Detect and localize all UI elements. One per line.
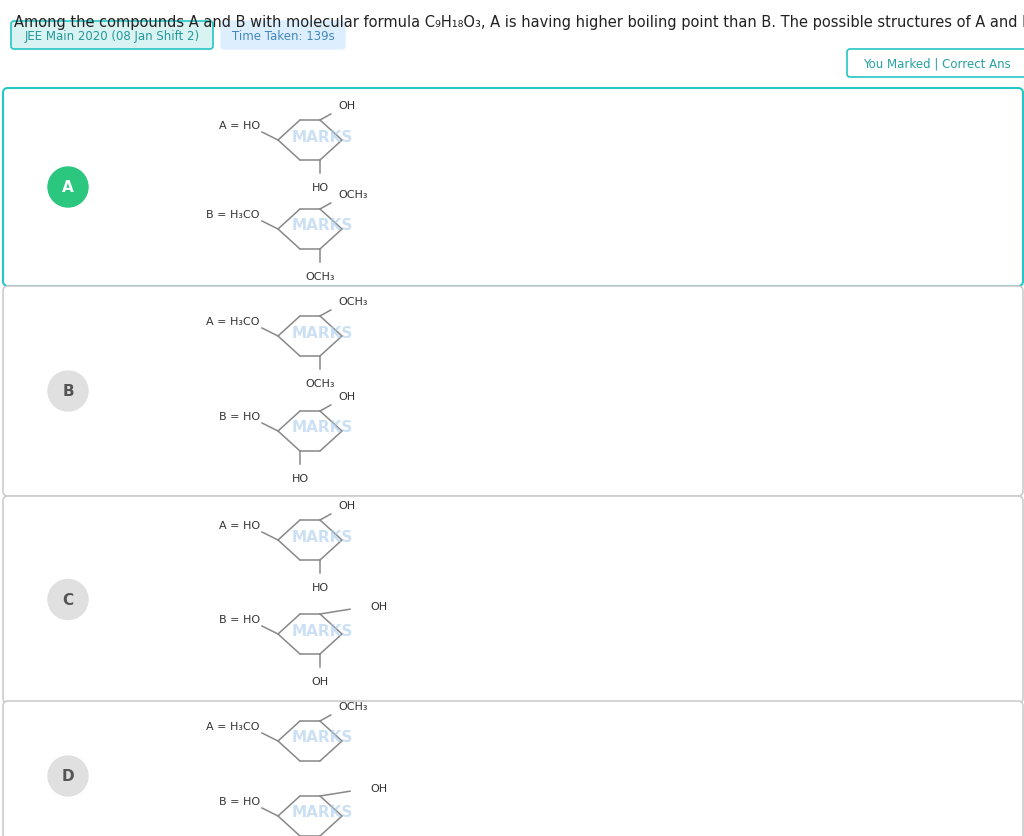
Text: OH: OH [338, 101, 355, 111]
Text: MARKS: MARKS [291, 730, 352, 745]
Text: You Marked | Correct Ans: You Marked | Correct Ans [863, 58, 1011, 70]
FancyBboxPatch shape [221, 22, 345, 50]
Text: MARKS: MARKS [291, 218, 352, 233]
Text: HO: HO [292, 473, 308, 483]
Text: OH: OH [311, 676, 329, 686]
FancyBboxPatch shape [3, 497, 1023, 703]
FancyBboxPatch shape [847, 50, 1024, 78]
Text: OCH₃: OCH₃ [338, 190, 368, 200]
Text: A = HO: A = HO [219, 520, 260, 530]
Text: B = HO: B = HO [219, 796, 260, 806]
Text: A: A [62, 181, 74, 196]
Circle shape [48, 168, 88, 208]
Text: MARKS: MARKS [291, 420, 352, 435]
Text: MARKS: MARKS [291, 325, 352, 340]
Text: Among the compounds A and B with molecular formula C₉H₁₈O₃, A is having higher b: Among the compounds A and B with molecul… [14, 15, 1024, 30]
FancyBboxPatch shape [11, 22, 213, 50]
Text: OCH₃: OCH₃ [338, 701, 368, 711]
FancyBboxPatch shape [3, 287, 1023, 497]
Text: Time Taken: 139s: Time Taken: 139s [231, 29, 335, 43]
Text: A = HO: A = HO [219, 121, 260, 131]
Text: A = H₃CO: A = H₃CO [207, 317, 260, 327]
Text: OH: OH [370, 601, 387, 611]
Text: MARKS: MARKS [291, 529, 352, 544]
Text: B = H₃CO: B = H₃CO [207, 210, 260, 220]
Text: OH: OH [338, 501, 355, 511]
Text: OH: OH [338, 391, 355, 401]
FancyBboxPatch shape [3, 701, 1023, 836]
Text: JEE Main 2020 (08 Jan Shift 2): JEE Main 2020 (08 Jan Shift 2) [25, 29, 200, 43]
Text: B = HO: B = HO [219, 614, 260, 624]
Text: B: B [62, 384, 74, 399]
Text: MARKS: MARKS [291, 130, 352, 145]
Text: OCH₃: OCH₃ [305, 272, 335, 282]
Circle shape [48, 756, 88, 796]
Text: B = HO: B = HO [219, 411, 260, 421]
FancyBboxPatch shape [3, 89, 1023, 287]
Text: C: C [62, 592, 74, 607]
Circle shape [48, 371, 88, 411]
Text: D: D [61, 768, 75, 783]
Text: HO: HO [311, 583, 329, 592]
Text: OCH₃: OCH₃ [305, 379, 335, 389]
Text: HO: HO [311, 183, 329, 193]
Text: OCH₃: OCH₃ [338, 297, 368, 307]
Text: OH: OH [370, 783, 387, 793]
Text: MARKS: MARKS [291, 623, 352, 638]
Text: A = H₃CO: A = H₃CO [207, 721, 260, 732]
Circle shape [48, 580, 88, 619]
Text: MARKS: MARKS [291, 804, 352, 819]
